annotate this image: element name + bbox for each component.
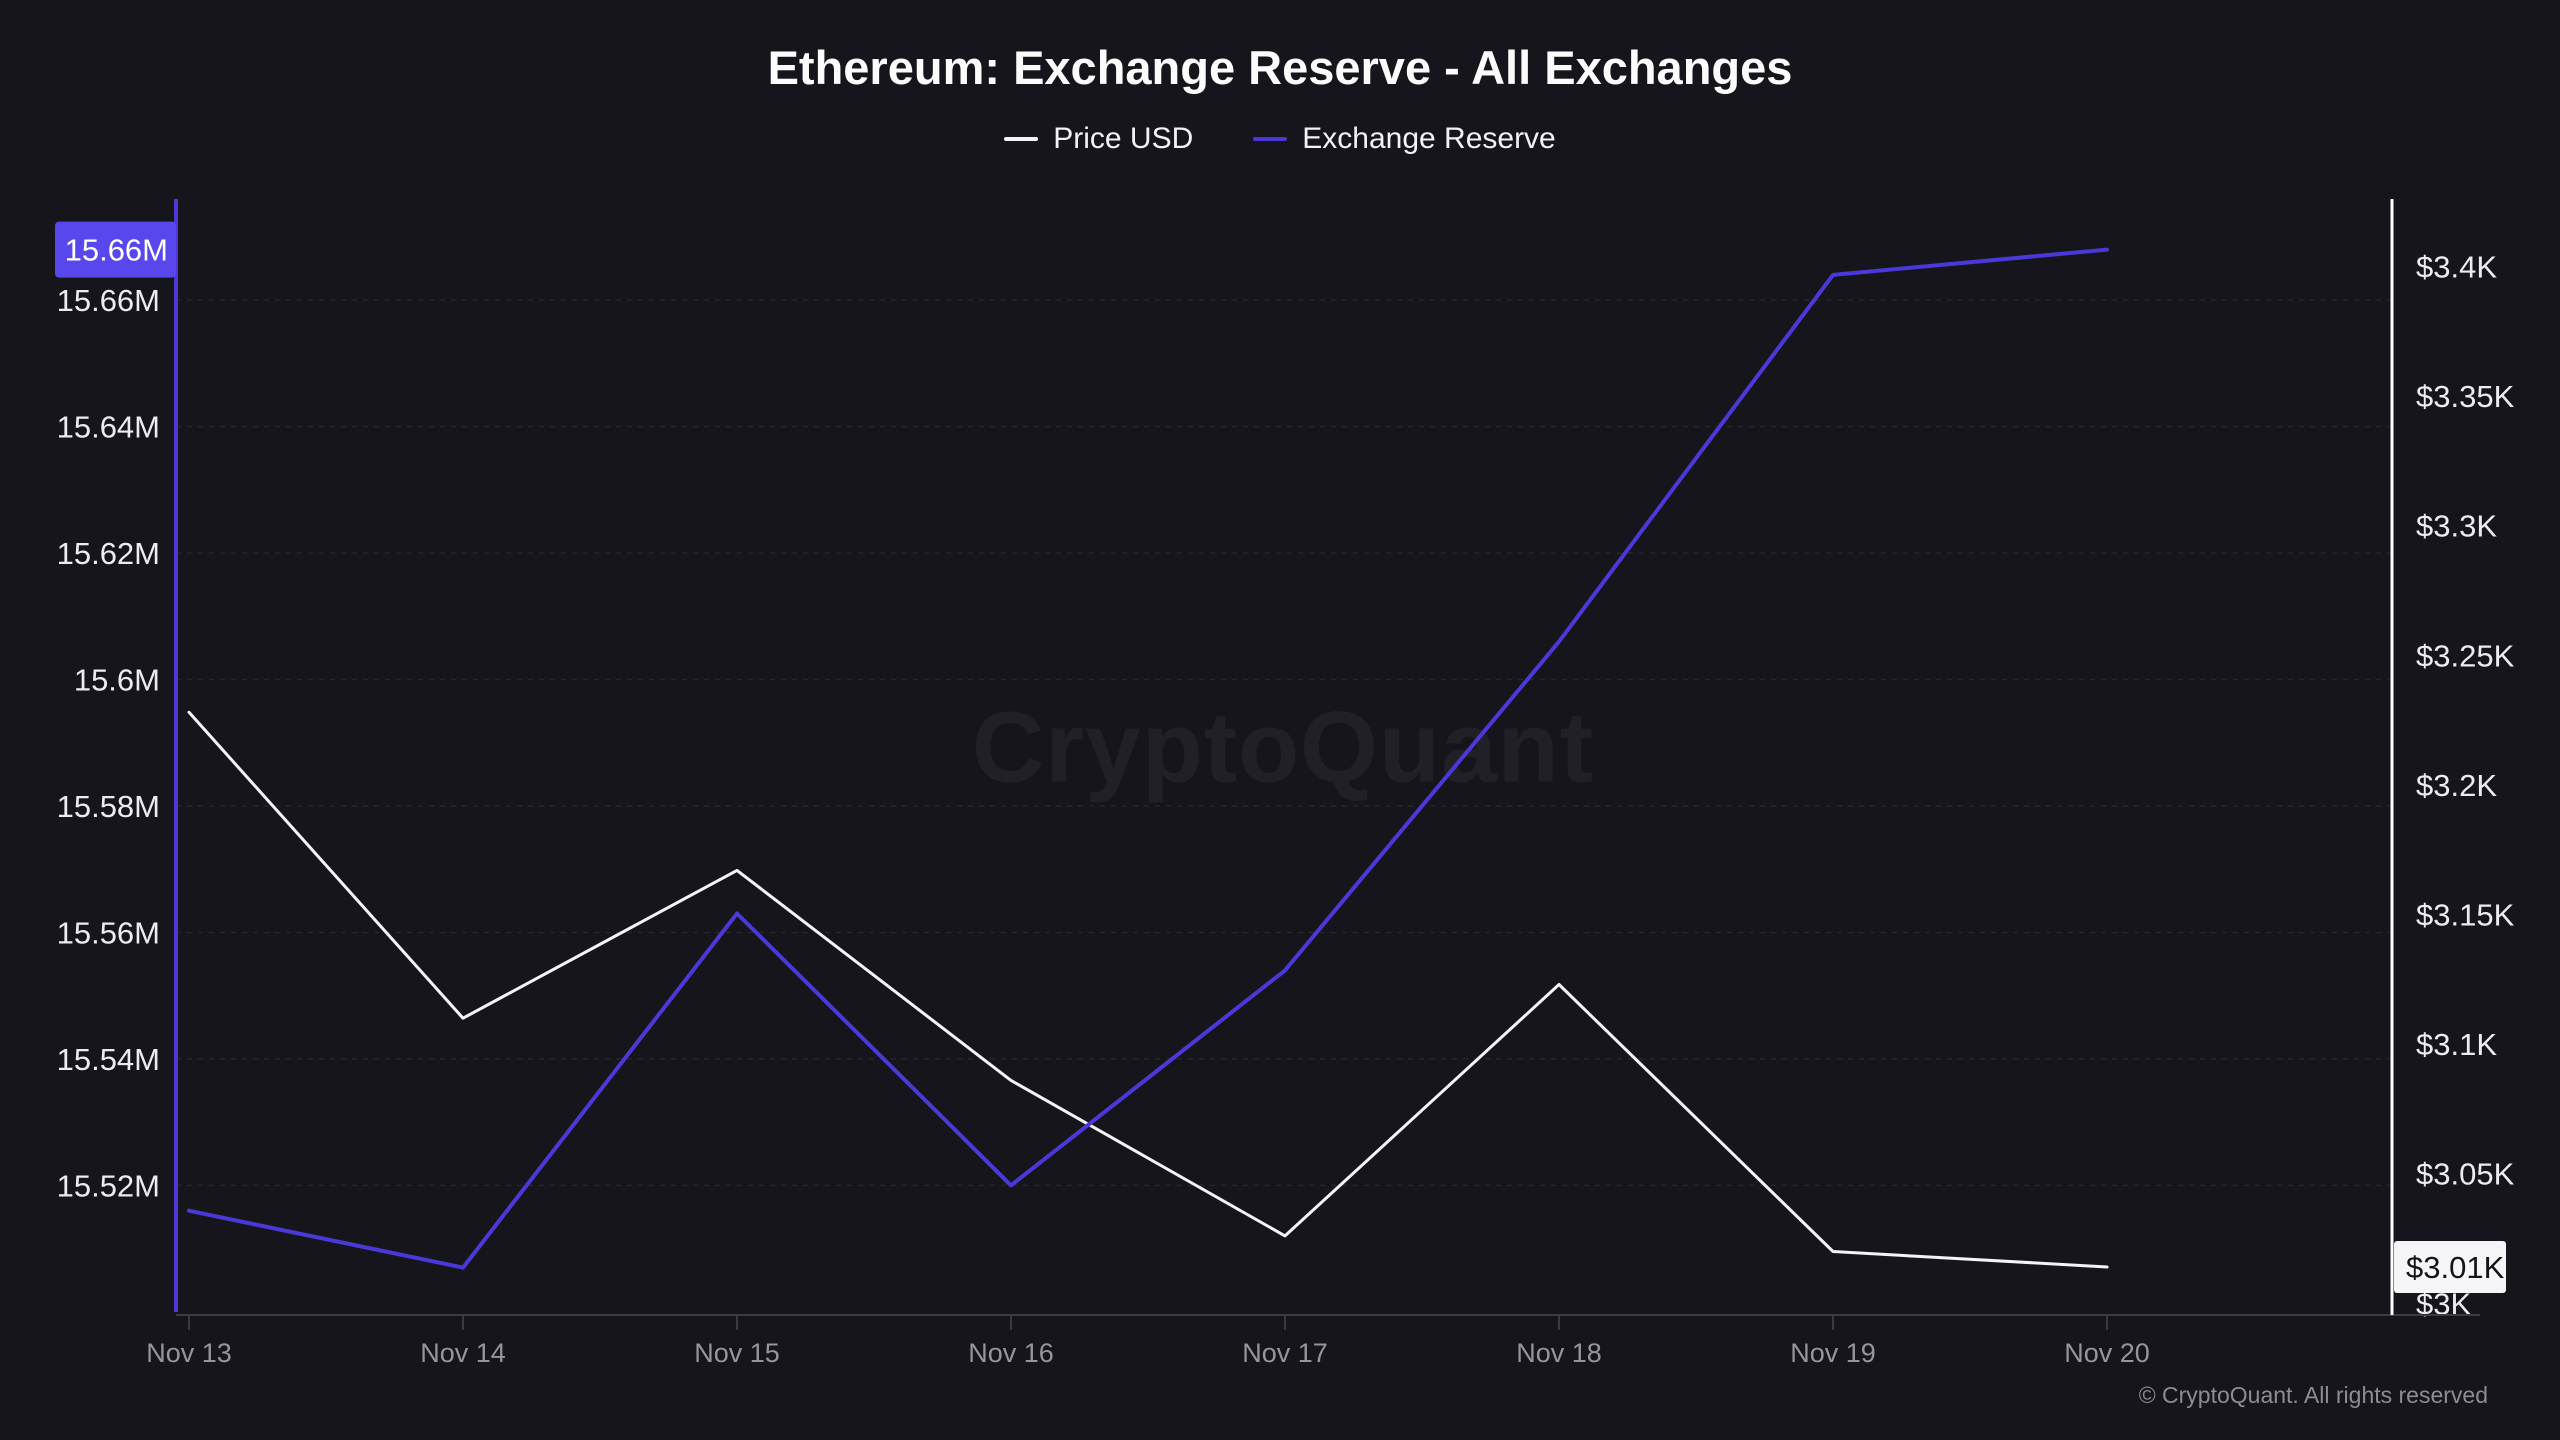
watermark: CryptoQuant <box>971 691 1595 804</box>
right-axis-tick-label: $3.3K <box>2416 509 2497 544</box>
x-axis-tick-label: Nov 15 <box>694 1338 780 1368</box>
chart-title: Ethereum: Exchange Reserve - All Exchang… <box>767 41 1793 94</box>
left-axis-tick-label: 15.54M <box>57 1042 160 1077</box>
legend-item-exchange-reserve[interactable]: Exchange Reserve <box>1253 122 1556 156</box>
right-axis-tick-label: $3.25K <box>2416 638 2515 673</box>
left-axis-tick-label: 15.52M <box>57 1168 160 1203</box>
x-axis-tick-label: Nov 18 <box>1516 1338 1602 1368</box>
right-axis-last-value-label: $3.01K <box>2406 1250 2505 1285</box>
right-axis-tick-label: $3.2K <box>2416 768 2497 803</box>
legend-item-price-usd[interactable]: Price USD <box>1004 122 1193 156</box>
left-axis-tick-label: 15.58M <box>57 789 160 824</box>
right-axis-tick-label: $3.05K <box>2416 1157 2515 1192</box>
legend-label-exchange-reserve: Exchange Reserve <box>1302 122 1556 155</box>
x-axis-tick-label: Nov 13 <box>146 1338 232 1368</box>
legend-label-price-usd: Price USD <box>1053 122 1194 155</box>
right-axis-tick-label: $3.4K <box>2416 249 2497 284</box>
x-axis-tick-label: Nov 14 <box>420 1338 506 1368</box>
left-axis-tick-label: 15.62M <box>57 536 160 571</box>
left-axis-last-value-label: 15.66M <box>65 233 168 268</box>
right-axis-last-value-badge <box>2394 1241 2506 1294</box>
left-axis-tick-label: 15.6M <box>74 663 160 698</box>
legend-swatch-exchange-reserve <box>1253 137 1288 141</box>
left-axis-tick-label: 15.64M <box>57 410 160 445</box>
left-axis-last-value-badge <box>55 221 176 278</box>
right-axis-tick-label: $3.1K <box>2416 1027 2497 1062</box>
legend-swatch-price-usd <box>1004 137 1039 141</box>
right-axis-tick-label: $3.35K <box>2416 379 2515 414</box>
x-axis-tick-label: Nov 17 <box>1242 1338 1328 1368</box>
right-axis-tick-label: $3.15K <box>2416 897 2515 932</box>
left-axis-tick-label: 15.56M <box>57 915 160 950</box>
copyright-text: © CryptoQuant. All rights reserved <box>2138 1382 2488 1408</box>
legend: Price USD Exchange Reserve <box>0 122 2560 156</box>
series-line-price-usd <box>187 710 2109 1269</box>
series-line-exchange-reserve <box>187 247 2109 1270</box>
x-axis-tick-label: Nov 16 <box>968 1338 1054 1368</box>
left-axis-tick-label: 15.66M <box>57 283 160 318</box>
x-axis-tick-label: Nov 19 <box>1790 1338 1876 1368</box>
x-axis-tick-label: Nov 20 <box>2064 1338 2150 1368</box>
